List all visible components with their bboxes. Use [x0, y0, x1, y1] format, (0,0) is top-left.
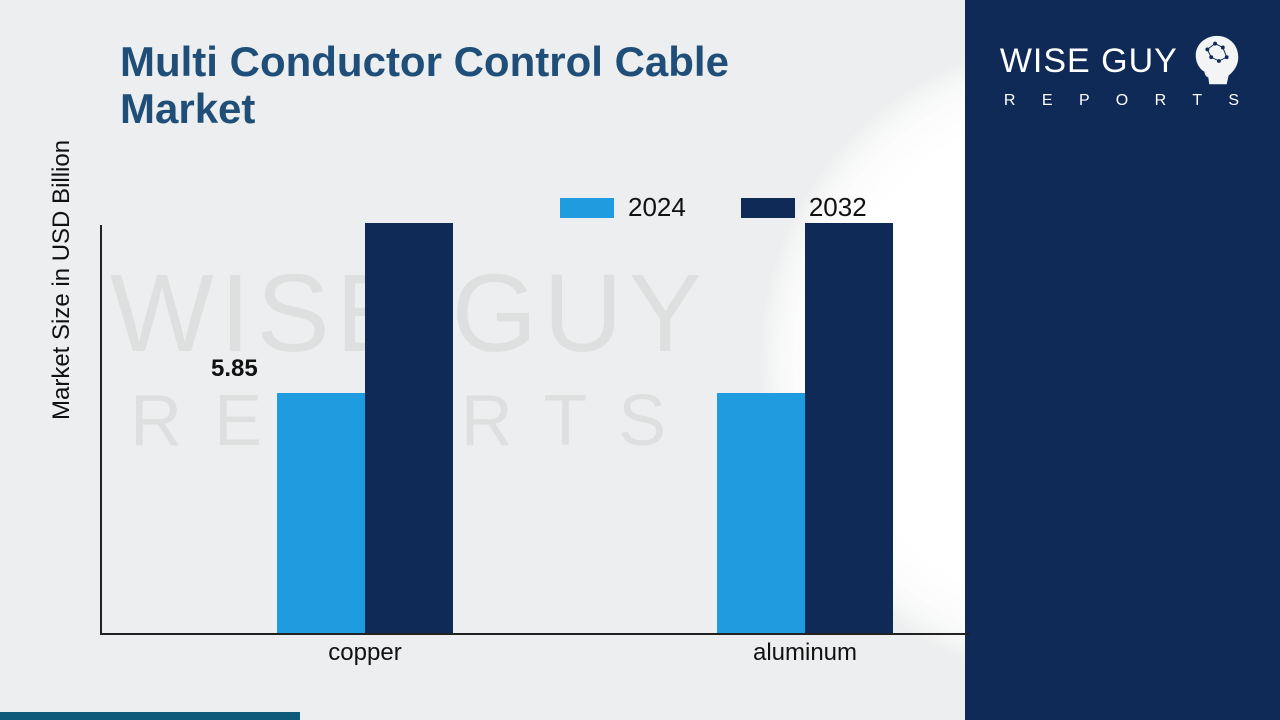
bar-group-copper: copper: [277, 223, 453, 633]
brand-logo: WISE GUY R E P O R T S: [1000, 32, 1250, 110]
legend-item-2024: 2024: [560, 192, 686, 223]
x-axis-label-aluminum: aluminum: [717, 639, 893, 667]
bar-copper-2032: [365, 223, 453, 633]
value-label-0: 5.85: [211, 355, 258, 383]
chart-plot-area: copper aluminum 5.85: [100, 225, 970, 635]
y-axis-label: Market Size in USD Billion: [48, 140, 76, 420]
bottom-accent: [0, 712, 300, 720]
legend-label-2024: 2024: [628, 192, 686, 223]
legend-item-2032: 2032: [741, 192, 867, 223]
x-axis-label-copper: copper: [277, 639, 453, 667]
bar-group-aluminum: aluminum: [717, 223, 893, 633]
brand-head-icon: [1188, 32, 1246, 90]
bar-aluminum-2032: [805, 223, 893, 633]
chart-legend: 2024 2032: [560, 192, 867, 223]
brand-text-line2: R E P O R T S: [1000, 92, 1250, 110]
legend-swatch-2032: [741, 198, 795, 218]
legend-swatch-2024: [560, 198, 614, 218]
legend-label-2032: 2032: [809, 192, 867, 223]
bar-copper-2024: [277, 393, 365, 633]
bar-aluminum-2024: [717, 393, 805, 633]
page-title: Multi Conductor Control Cable Market: [120, 38, 840, 132]
brand-text-line1: WISE GUY: [1000, 42, 1178, 81]
